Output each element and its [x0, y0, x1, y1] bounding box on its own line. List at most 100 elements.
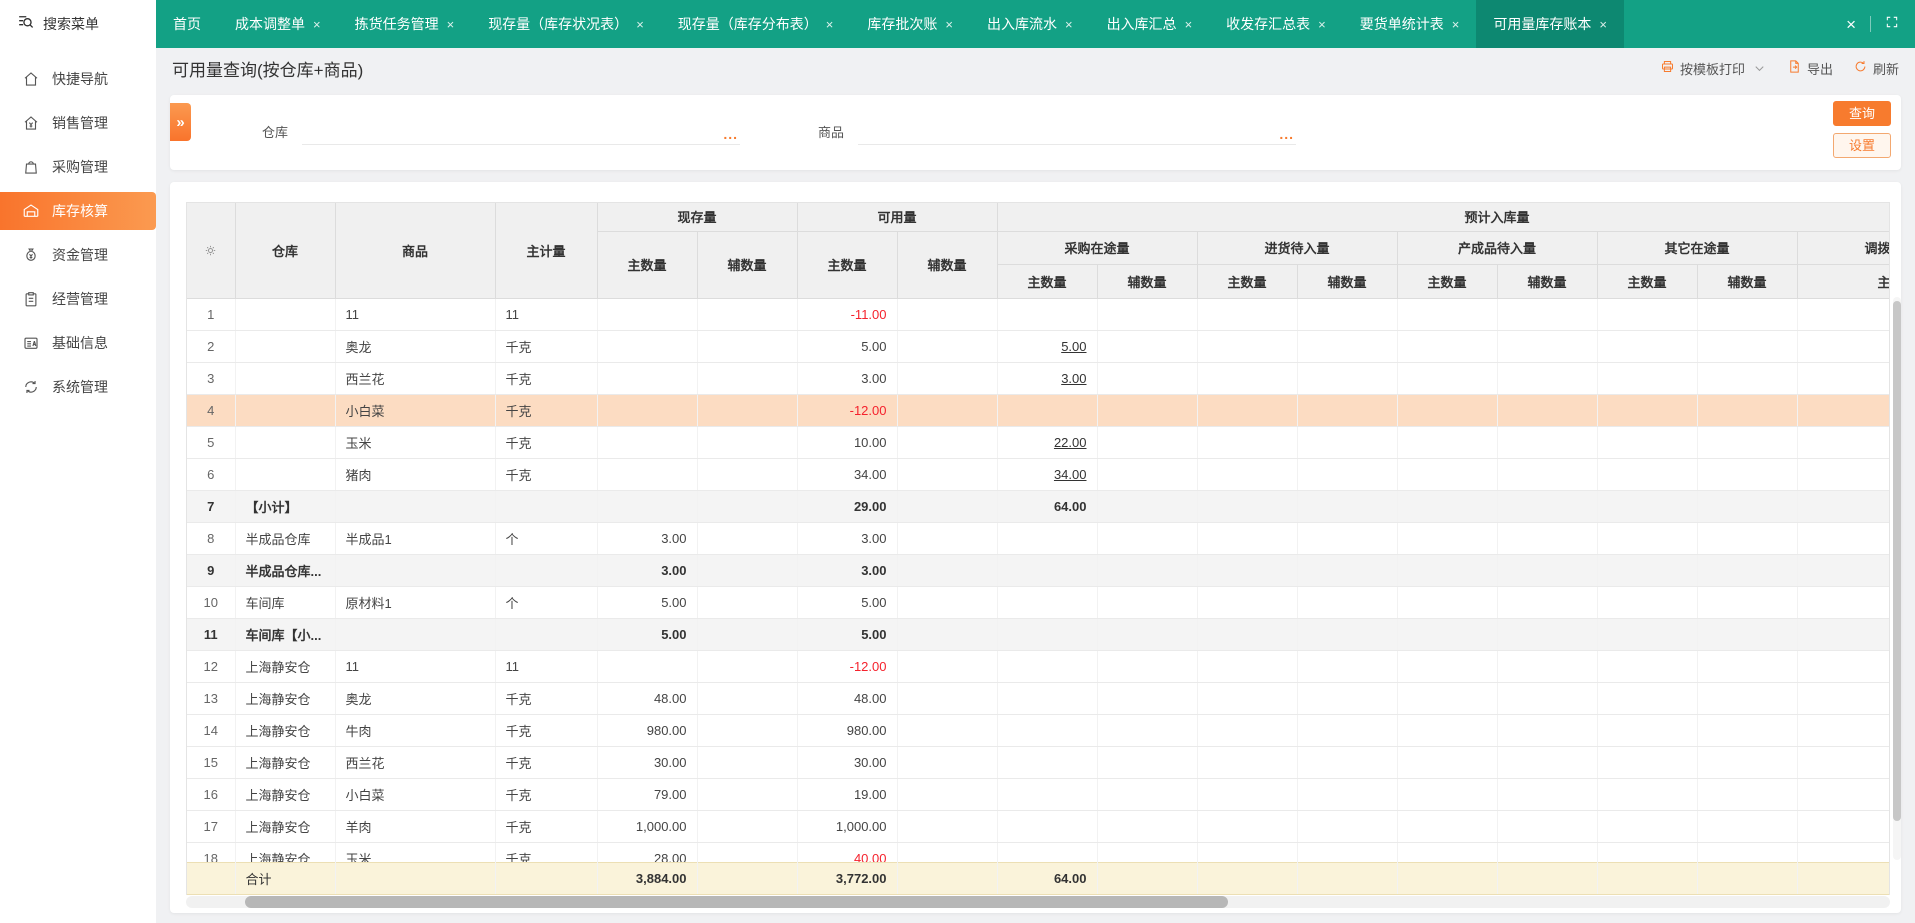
close-icon[interactable]: × [1846, 14, 1856, 34]
export-button[interactable]: 导出 [1787, 59, 1833, 78]
tab-close-icon[interactable]: × [313, 16, 321, 32]
sidebar-item-采购管理[interactable]: 采购管理 [0, 148, 156, 186]
table-cell [1297, 810, 1398, 843]
fullscreen-icon[interactable] [1885, 15, 1899, 34]
tab[interactable]: 收发存汇总表 × [1209, 0, 1343, 48]
table-cell [1397, 714, 1498, 747]
table-row[interactable]: 4 小白菜 千克 -12.00 [187, 394, 1889, 427]
table-row[interactable]: 14 上海静安仓 牛肉 千克 980.00 980.00 [187, 714, 1889, 747]
tab-close-icon[interactable]: × [825, 16, 834, 32]
table-row[interactable]: 3 西兰花 千克 3.00 3.00 [187, 362, 1889, 395]
table-row[interactable]: 5 玉米 千克 10.00 22.00 [187, 426, 1889, 459]
warehouse-filter-input[interactable]: ... [302, 121, 741, 145]
table-cell [1697, 650, 1798, 683]
table-row[interactable]: 13 上海静安仓 奥龙 千克 48.00 48.00 [187, 682, 1889, 715]
table-cell [1697, 330, 1798, 363]
sidebar-item-资金管理[interactable]: 资金管理 [0, 236, 156, 274]
vertical-scrollbar-thumb[interactable] [1893, 301, 1901, 821]
tab[interactable]: 现存量（库存状况表） × [471, 0, 661, 48]
sidebar-item-库存核算[interactable]: 库存核算 [0, 192, 156, 230]
tab-close-icon[interactable]: × [1599, 16, 1607, 32]
table-cell: 13 [187, 682, 236, 715]
collapse-filter-button[interactable]: » [170, 103, 191, 141]
table-row[interactable]: 1 11 11 -11.00 [187, 298, 1889, 331]
table-cell [1797, 362, 1889, 395]
tab-label: 库存批次账 [867, 16, 938, 32]
table-cell [1397, 842, 1498, 862]
table-row[interactable]: 15 上海静安仓 西兰花 千克 30.00 30.00 [187, 746, 1889, 779]
settings-button[interactable]: 设置 [1833, 133, 1891, 158]
table-cell [697, 682, 798, 715]
subtotal-row[interactable]: 7 【小计】 29.00 64.00 [187, 490, 1889, 523]
drilldown-link[interactable]: 34.00 [1053, 467, 1087, 482]
table-row[interactable]: 16 上海静安仓 小白菜 千克 79.00 19.00 [187, 778, 1889, 811]
table-row[interactable]: 8 半成品仓库 半成品1 个 3.00 3.00 [187, 522, 1889, 555]
tab-close-icon[interactable]: × [446, 16, 455, 32]
cell-value: 64.00 [1053, 499, 1087, 514]
table-cell [1497, 330, 1598, 363]
tab[interactable]: 首页 [156, 0, 218, 48]
table-cell [897, 810, 998, 843]
tab-active[interactable]: 可用量库存账本 × [1476, 0, 1624, 48]
tab-close-icon[interactable]: × [1318, 16, 1326, 32]
total-cell: 3,772.00 [797, 861, 898, 895]
warehouse-picker-ellipsis-icon[interactable]: ... [723, 126, 739, 142]
table-cell [897, 298, 998, 331]
table-row[interactable]: 6 猪肉 千克 34.00 34.00 [187, 458, 1889, 491]
table-cell: 西兰花 [335, 746, 496, 779]
drilldown-link[interactable]: 22.00 [1053, 435, 1087, 450]
window-controls: × [1830, 0, 1915, 48]
cell-value: 3.00 [661, 531, 687, 546]
tab-close-icon[interactable]: × [945, 16, 953, 32]
table-row[interactable]: 18 上海静安仓 玉米 千克 28.00 40.00 [187, 842, 1889, 862]
product-filter-input[interactable]: ... [858, 121, 1297, 145]
search-menu-button[interactable]: 搜索菜单 [0, 0, 156, 48]
tab[interactable]: 拣货任务管理 × [338, 0, 472, 48]
tab-close-icon[interactable]: × [1184, 16, 1193, 32]
tab[interactable]: 库存批次账 × [850, 0, 970, 48]
tab[interactable]: 成本调整单 × [218, 0, 338, 48]
table-cell [1797, 586, 1889, 619]
tab[interactable]: 要货单统计表 × [1343, 0, 1477, 48]
table-cell: 30.00 [797, 746, 898, 779]
cell-value: 上海静安仓 [245, 660, 311, 675]
tab[interactable]: 出入库流水 × [970, 0, 1090, 48]
table-cell [1397, 490, 1498, 523]
table-cell: 15 [187, 746, 236, 779]
chevron-down-icon[interactable] [1752, 61, 1767, 76]
table-cell [1397, 394, 1498, 427]
refresh-button[interactable]: 刷新 [1853, 59, 1899, 78]
table-cell [1197, 490, 1298, 523]
sidebar-item-销售管理[interactable]: 销售管理 [0, 104, 156, 142]
horizontal-scrollbar-thumb[interactable] [245, 896, 1228, 908]
cell-value: 8 [207, 531, 215, 546]
table-row[interactable]: 2 奥龙 千克 5.00 5.00 [187, 330, 1889, 363]
tab-close-icon[interactable]: × [636, 16, 644, 32]
table-cell [1797, 554, 1889, 587]
tab-close-icon[interactable]: × [1064, 16, 1073, 32]
print-by-template-button[interactable]: 按模板打印 [1660, 59, 1767, 78]
drilldown-link[interactable]: 3.00 [1061, 371, 1087, 386]
gear-icon[interactable] [187, 203, 236, 299]
table-row[interactable]: 17 上海静安仓 羊肉 千克 1,000.00 1,000.00 [187, 810, 1889, 843]
tab[interactable]: 出入库汇总 × [1090, 0, 1210, 48]
sidebar-item-系统管理[interactable]: 系统管理 [0, 368, 156, 406]
drilldown-link[interactable]: 5.00 [1061, 339, 1087, 354]
sidebar-item-快捷导航[interactable]: 快捷导航 [0, 60, 156, 98]
product-picker-ellipsis-icon[interactable]: ... [1279, 126, 1295, 142]
subtotal-row[interactable]: 9 半成品仓库... 3.00 3.00 [187, 554, 1889, 587]
sidebar-item-经营管理[interactable]: 经营管理 [0, 280, 156, 318]
query-button[interactable]: 查询 [1833, 101, 1891, 126]
table-cell [1097, 522, 1198, 555]
tab[interactable]: 现存量（库存分布表） × [661, 0, 851, 48]
sidebar-item-基础信息[interactable]: 基础信息 [0, 324, 156, 362]
tab-close-icon[interactable]: × [1451, 16, 1460, 32]
column-header: 主数量 [1397, 264, 1498, 299]
table-row[interactable]: 12 上海静安仓 11 11 -12.00 [187, 650, 1889, 683]
subtotal-row[interactable]: 11 车间库【小... 5.00 5.00 [187, 618, 1889, 651]
table-row[interactable]: 10 车间库 原材料1 个 5.00 5.00 [187, 586, 1889, 619]
table-cell: 千克 [495, 330, 598, 363]
table-cell: 5.00 [797, 586, 898, 619]
sidebar-item-label: 库存核算 [52, 203, 108, 219]
table-cell [1697, 394, 1798, 427]
